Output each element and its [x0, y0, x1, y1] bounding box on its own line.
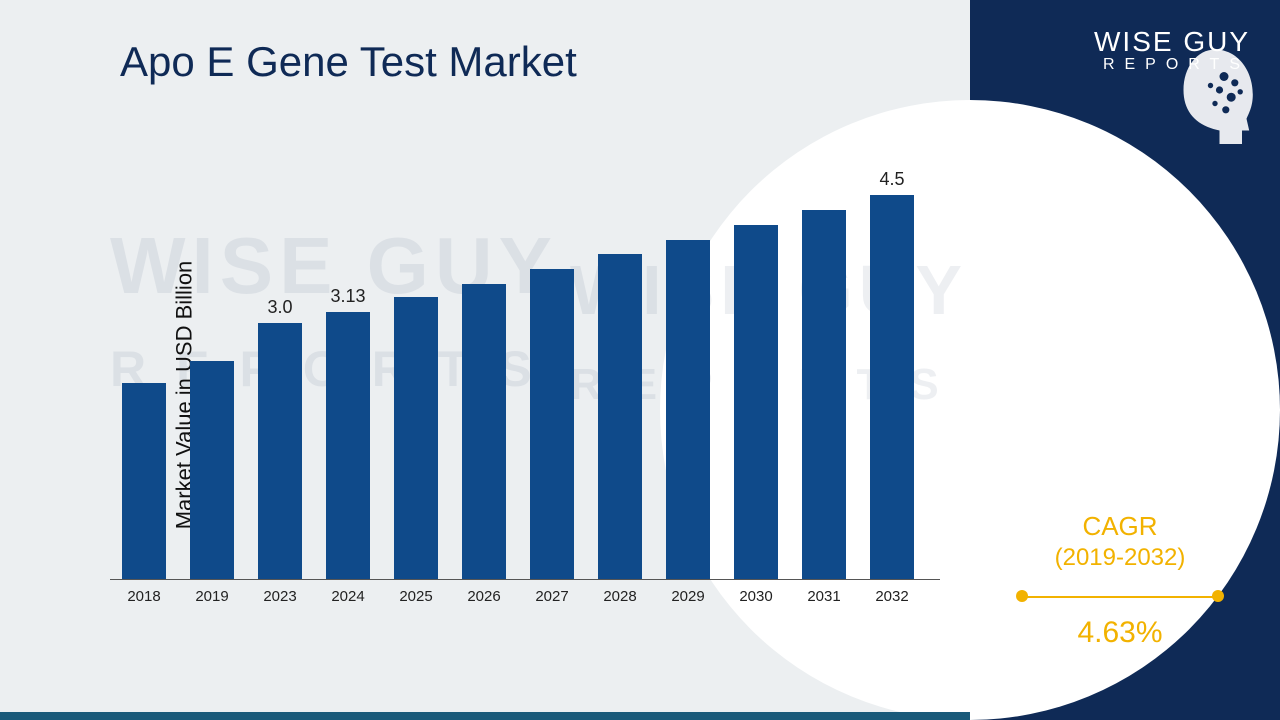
bar-slot: 2031 [790, 170, 858, 580]
chart-bar [394, 297, 438, 579]
separator-dot-icon [1212, 590, 1224, 602]
cagr-block: CAGR (2019-2032) 4.63% [1020, 511, 1220, 650]
chart-bar [326, 312, 370, 579]
chart-area: Market Value in USD Billion 201820193.02… [60, 170, 940, 620]
x-tick-label: 2031 [807, 588, 840, 605]
chart-plot: 201820193.020233.13202420252026202720282… [110, 170, 940, 580]
bar-slot: 2027 [518, 170, 586, 580]
x-tick-label: 2029 [671, 588, 704, 605]
bar-value-label: 4.5 [879, 169, 904, 190]
separator-line [1022, 596, 1218, 598]
x-tick-label: 2023 [263, 588, 296, 605]
x-tick-label: 2030 [739, 588, 772, 605]
bar-slot: 2029 [654, 170, 722, 580]
chart-bar [258, 323, 302, 579]
cagr-value: 4.63% [1020, 616, 1220, 650]
x-tick-label: 2024 [331, 588, 364, 605]
bar-slot: 3.02023 [246, 170, 314, 580]
x-tick-label: 2019 [195, 588, 228, 605]
x-tick-label: 2027 [535, 588, 568, 605]
head-icon [1170, 44, 1260, 154]
chart-bar [462, 284, 506, 579]
bar-slot: 2026 [450, 170, 518, 580]
bar-slot: 2019 [178, 170, 246, 580]
chart-bar [598, 254, 642, 579]
bar-value-label: 3.13 [330, 286, 365, 307]
cagr-separator [1020, 584, 1220, 610]
x-tick-label: 2026 [467, 588, 500, 605]
bar-slot: 3.132024 [314, 170, 382, 580]
chart-bar [802, 210, 846, 579]
chart-bar [122, 383, 166, 579]
x-tick-label: 2025 [399, 588, 432, 605]
x-tick-label: 2018 [127, 588, 160, 605]
chart-bar [734, 225, 778, 579]
chart-bar [190, 361, 234, 579]
chart-bar [666, 240, 710, 579]
infographic-stage: WISE GUY REPORTS WISE GUY REPORTS Apo E … [0, 0, 1280, 720]
chart-bar [530, 269, 574, 579]
x-tick-label: 2032 [875, 588, 908, 605]
bar-slot: 2018 [110, 170, 178, 580]
x-tick-label: 2028 [603, 588, 636, 605]
bar-slot: 2030 [722, 170, 790, 580]
bar-slot: 2028 [586, 170, 654, 580]
chart-bar [870, 195, 914, 579]
bar-slot: 4.52032 [858, 170, 926, 580]
bottom-accent-bar [0, 712, 970, 720]
bar-value-label: 3.0 [267, 297, 292, 318]
bar-slot: 2025 [382, 170, 450, 580]
cagr-label: CAGR [1020, 511, 1220, 542]
brand-logo: WISE GUY REPORTS [1094, 26, 1250, 74]
cagr-range: (2019-2032) [1020, 544, 1220, 572]
chart-title: Apo E Gene Test Market [120, 38, 577, 86]
